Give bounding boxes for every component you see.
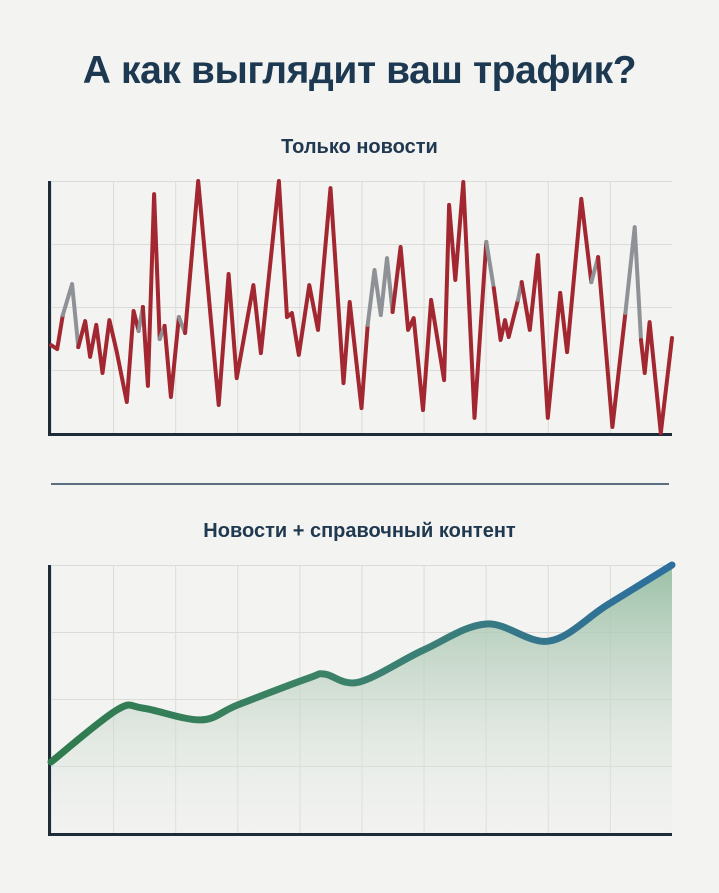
news-only-chart: [48, 179, 674, 436]
news-plus-reference-plot: [47, 561, 676, 833]
news-plus-reference-chart-title: Новости + справочный контент: [203, 520, 516, 542]
section-divider: [51, 483, 669, 485]
news-only-plot: [49, 179, 674, 435]
news-only-chart-title: Только новости: [281, 136, 438, 158]
page-title: А как выглядит ваш трафик?: [82, 49, 637, 92]
news-plus-reference-chart: [47, 561, 676, 836]
